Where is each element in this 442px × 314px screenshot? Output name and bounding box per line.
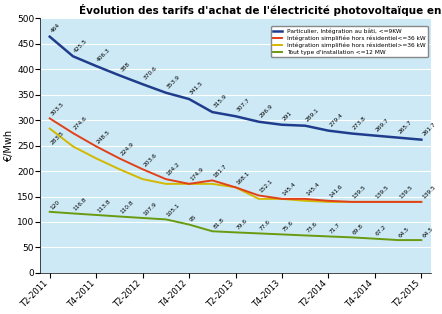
Text: 279.4: 279.4	[328, 112, 344, 127]
Text: 71.7: 71.7	[328, 222, 341, 235]
Text: 291: 291	[282, 110, 293, 122]
Text: 141.6: 141.6	[328, 184, 343, 199]
Text: 406.3: 406.3	[96, 48, 111, 63]
Text: 69.8: 69.8	[352, 223, 364, 236]
Text: 107.9: 107.9	[143, 201, 158, 216]
Text: 265.7: 265.7	[398, 119, 413, 135]
Text: 64.5: 64.5	[421, 226, 434, 239]
Text: 110.8: 110.8	[119, 200, 135, 215]
Text: 77.6: 77.6	[259, 219, 271, 232]
Text: 168.1: 168.1	[236, 170, 251, 185]
Text: 145.4: 145.4	[305, 181, 320, 197]
Text: 203.6: 203.6	[143, 152, 158, 167]
Text: 81.8: 81.8	[212, 217, 225, 230]
Text: 73.6: 73.6	[305, 221, 318, 234]
Text: 261.7: 261.7	[421, 121, 437, 137]
Text: 464: 464	[50, 22, 61, 34]
Text: 139.5: 139.5	[421, 184, 437, 200]
Text: 353.9: 353.9	[166, 74, 181, 90]
Text: 289.1: 289.1	[305, 107, 320, 123]
Legend: Particulier, Intégration au bâti, <=9KW, Intégration simplifiée hors résidentiel: Particulier, Intégration au bâti, <=9KW,…	[271, 26, 428, 57]
Text: 105.1: 105.1	[166, 203, 181, 218]
Text: 152.1: 152.1	[259, 178, 274, 193]
Text: 315.9: 315.9	[212, 94, 228, 109]
Text: 425.5: 425.5	[73, 38, 88, 53]
Text: 341.5: 341.5	[189, 81, 205, 96]
Text: 296.9: 296.9	[259, 103, 274, 119]
Text: 184.2: 184.2	[166, 162, 181, 177]
Text: 64.5: 64.5	[398, 226, 411, 239]
Text: 269.7: 269.7	[375, 117, 390, 133]
Text: 248.5: 248.5	[96, 129, 112, 144]
Text: 116.8: 116.8	[73, 197, 88, 212]
Text: 139.5: 139.5	[352, 184, 367, 200]
Text: 388: 388	[119, 61, 131, 72]
Text: 139.5: 139.5	[375, 184, 390, 200]
Text: 370.6: 370.6	[143, 66, 158, 81]
Text: Évolution des tarifs d'achat de l'électricité photovoltaïque en France: Évolution des tarifs d'achat de l'électr…	[80, 4, 442, 16]
Text: 273.8: 273.8	[352, 115, 367, 130]
Text: 145.4: 145.4	[282, 181, 297, 197]
Text: 283.5: 283.5	[50, 130, 65, 146]
Text: 79.6: 79.6	[236, 218, 248, 231]
Text: 67.2: 67.2	[375, 225, 388, 237]
Text: 303.5: 303.5	[50, 101, 65, 116]
Text: 181.7: 181.7	[212, 163, 228, 178]
Text: 113.8: 113.8	[96, 198, 111, 214]
Text: 139.5: 139.5	[398, 184, 413, 200]
Text: 274.6: 274.6	[73, 116, 88, 131]
Text: 120: 120	[50, 199, 61, 210]
Text: 95: 95	[189, 214, 198, 223]
Text: 307.7: 307.7	[236, 98, 251, 113]
Text: 174.9: 174.9	[189, 166, 205, 182]
Text: 224.9: 224.9	[119, 141, 135, 156]
Text: 75.6: 75.6	[282, 220, 295, 233]
Y-axis label: €/Mwh: €/Mwh	[4, 130, 14, 162]
